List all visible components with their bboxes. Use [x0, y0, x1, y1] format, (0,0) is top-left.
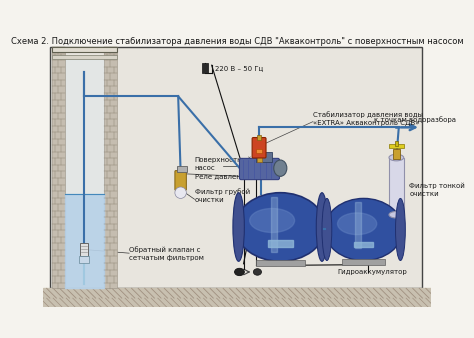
Text: Реле давления воды: Реле давления воды: [194, 173, 270, 179]
FancyBboxPatch shape: [175, 171, 186, 190]
Text: 220 В – 50 Гц: 220 В – 50 Гц: [260, 239, 308, 245]
FancyBboxPatch shape: [239, 159, 280, 179]
Bar: [389, 158, 404, 215]
Bar: [356, 202, 361, 248]
Bar: [257, 136, 261, 140]
Ellipse shape: [389, 154, 404, 161]
Ellipse shape: [235, 268, 245, 276]
Bar: [177, 166, 187, 172]
Ellipse shape: [316, 193, 328, 261]
Text: Схема 2. Подключение стабилизатора давления воды СДВ "Акваконтроль" с поверхност: Схема 2. Подключение стабилизатора давле…: [11, 38, 463, 46]
Bar: [354, 242, 374, 247]
Bar: [50, 47, 422, 288]
Ellipse shape: [337, 213, 377, 235]
Ellipse shape: [322, 198, 332, 261]
Text: к точкам водоразбора: к точкам водоразбора: [374, 116, 456, 123]
Text: Фильтр тонкой
очистки: Фильтр тонкой очистки: [410, 183, 465, 197]
Bar: [342, 259, 385, 265]
Ellipse shape: [250, 209, 295, 233]
Bar: [268, 240, 292, 247]
Bar: [79, 257, 89, 263]
Bar: [256, 260, 305, 266]
Ellipse shape: [324, 198, 403, 261]
Bar: [395, 141, 398, 146]
Text: Стабилизатор давления воды
«EXTRA» Акваконтроль СДВ»: Стабилизатор давления воды «EXTRA» Аквак…: [313, 111, 423, 126]
Bar: [80, 243, 88, 257]
Bar: [104, 47, 117, 288]
Bar: [43, 288, 431, 307]
Bar: [64, 194, 104, 288]
Ellipse shape: [274, 160, 287, 176]
Bar: [271, 197, 277, 252]
Bar: [52, 47, 64, 288]
Ellipse shape: [175, 187, 186, 198]
Bar: [52, 47, 117, 52]
Text: Фильтр грубой
очистки: Фильтр грубой очистки: [194, 189, 250, 203]
Text: Обратный клапан с
сетчатым фильтром: Обратный клапан с сетчатым фильтром: [129, 246, 204, 261]
Bar: [393, 149, 400, 159]
Ellipse shape: [389, 212, 404, 218]
Bar: [202, 63, 209, 73]
FancyBboxPatch shape: [252, 138, 266, 158]
Text: Поверхностный
насос: Поверхностный насос: [194, 157, 252, 171]
Bar: [389, 144, 404, 148]
Bar: [256, 152, 272, 162]
Text: Гидроаккумулятор: Гидроаккумулятор: [337, 269, 407, 275]
Text: 220 В – 50 Гц: 220 В – 50 Гц: [215, 66, 263, 72]
Bar: [256, 149, 262, 153]
Bar: [52, 55, 117, 59]
Ellipse shape: [233, 193, 245, 261]
Bar: [256, 155, 262, 162]
Bar: [64, 59, 104, 288]
Ellipse shape: [236, 193, 325, 261]
Ellipse shape: [395, 198, 405, 261]
Ellipse shape: [253, 269, 262, 275]
